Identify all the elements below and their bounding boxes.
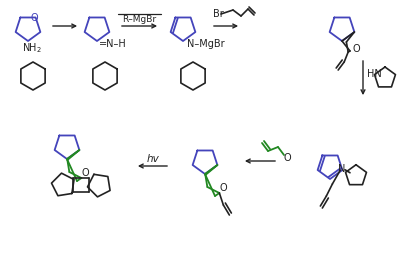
Text: NH$_2$: NH$_2$ <box>22 41 42 55</box>
Text: =N–H: =N–H <box>99 39 127 49</box>
Text: O: O <box>31 14 38 23</box>
Text: O: O <box>283 153 291 163</box>
Text: R–MgBr: R–MgBr <box>122 15 156 23</box>
Text: HN: HN <box>367 69 382 79</box>
Text: O: O <box>352 44 360 54</box>
Text: N–MgBr: N–MgBr <box>187 39 225 49</box>
Text: O: O <box>81 168 89 178</box>
Text: O: O <box>219 183 227 193</box>
Text: hv: hv <box>147 154 159 164</box>
Text: N: N <box>338 164 346 174</box>
Text: Br: Br <box>213 9 224 19</box>
